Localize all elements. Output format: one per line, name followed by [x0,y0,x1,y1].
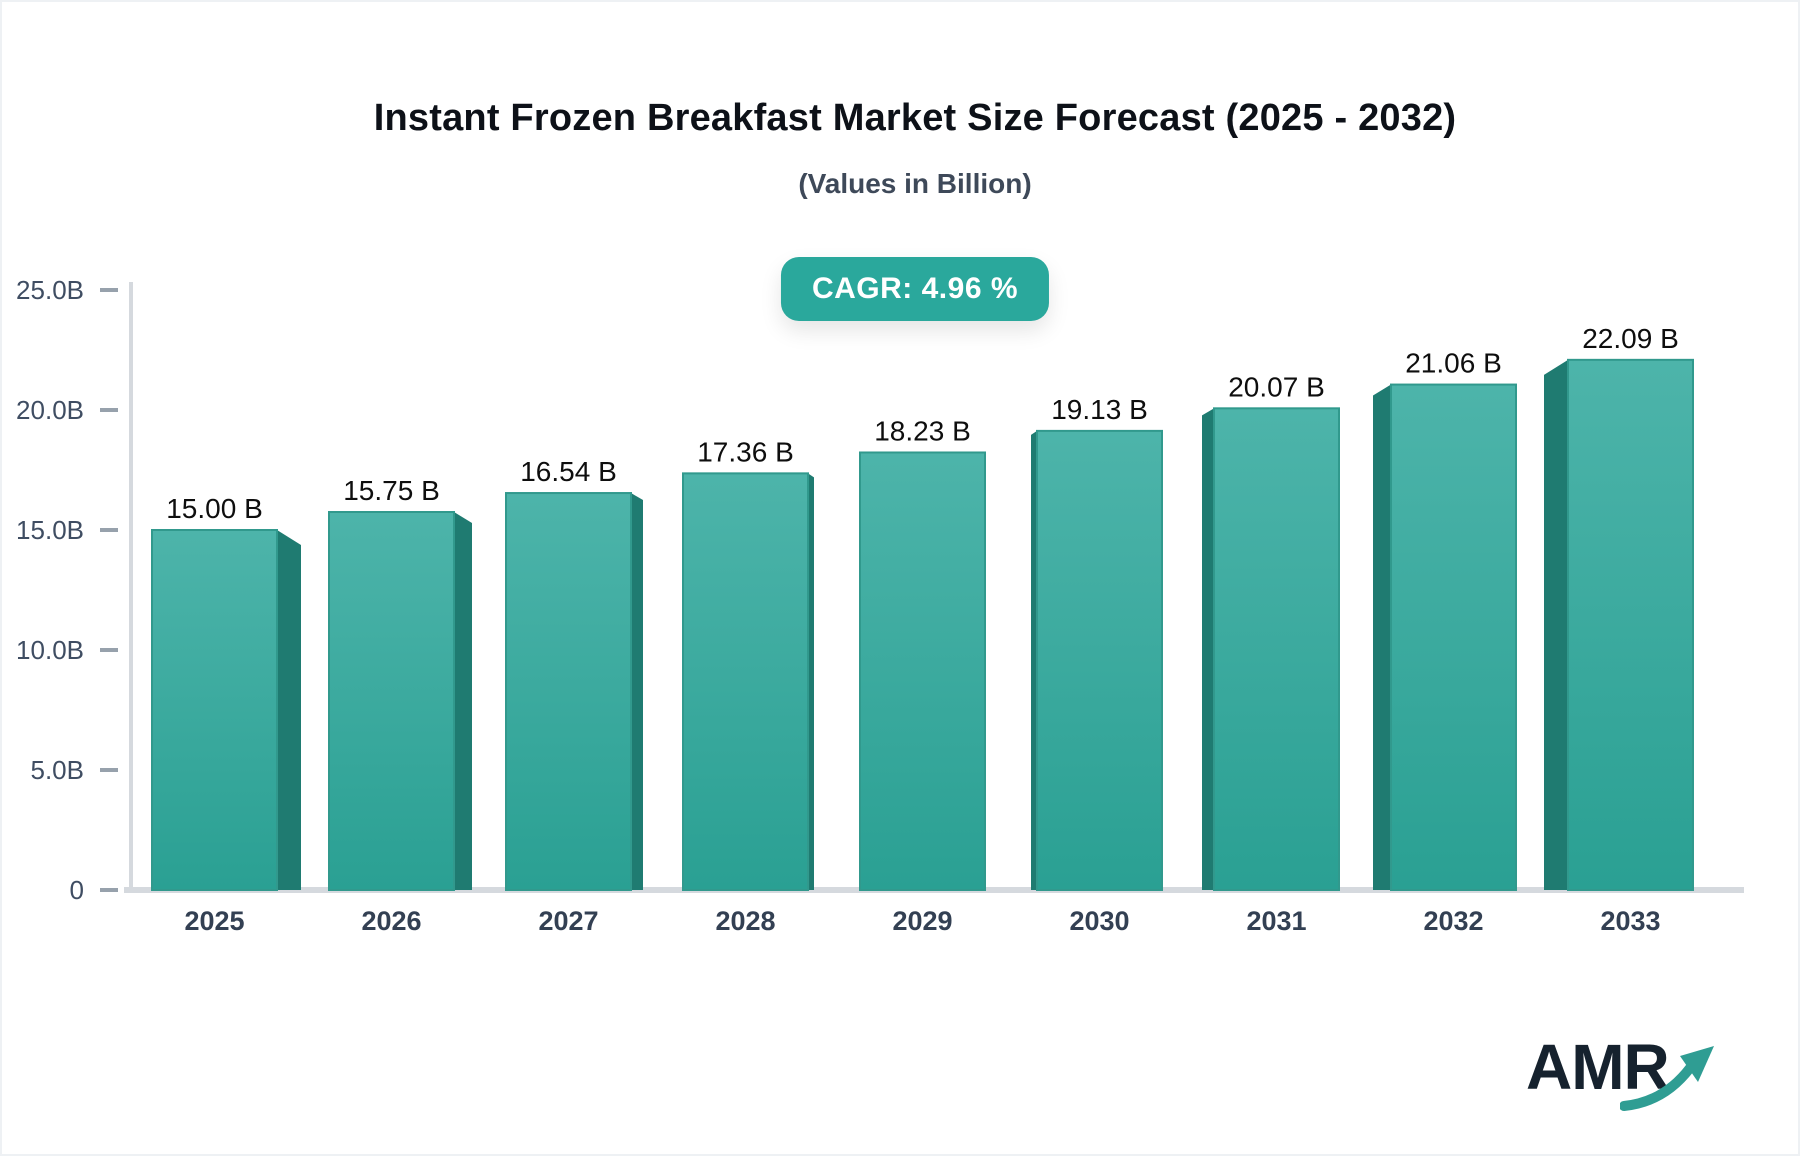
bar-value-label: 21.06 B [1405,348,1502,379]
bar-group-2027[interactable]: 16.54 B 2027 [505,456,643,936]
bar-value-label: 16.54 B [520,456,617,487]
bar-face [505,492,632,891]
x-axis-label-2027: 2027 [538,906,598,936]
y-tick-label: 15.0B [16,515,84,545]
bar-face [328,511,455,891]
x-axis-label-2029: 2029 [892,906,952,936]
bar-value-label: 15.00 B [166,493,263,524]
y-tick-label: 25.0B [16,275,84,305]
growth-arrow-icon [1620,1046,1714,1111]
bar-value-label: 20.07 B [1228,371,1325,402]
bar-side [277,530,301,890]
y-tick-label: 5.0B [31,755,85,785]
x-axis-label-2033: 2033 [1600,906,1660,936]
y-tick [100,408,118,412]
y-axis-line [129,282,133,892]
x-axis-label-2026: 2026 [361,906,421,936]
y-tick [100,288,118,292]
amr-logo: AMR [1526,1032,1726,1122]
bar-value-label: 19.13 B [1051,394,1148,425]
y-tick [100,768,118,772]
chart-title: Instant Frozen Breakfast Market Size For… [373,97,1457,139]
bar-face [859,451,986,891]
bar-value-label: 15.75 B [343,475,440,506]
bar-group-2025[interactable]: 15.00 B 2025 [151,493,301,936]
bar-side [1031,430,1037,890]
bar-side [454,512,472,890]
x-axis-label-2031: 2031 [1246,906,1306,936]
bar-face [1036,429,1163,891]
bar-group-2033[interactable]: 22.09 B 2033 [1544,323,1694,936]
bar-face [1390,383,1517,891]
bar-side [1373,384,1391,890]
bar-face [1567,358,1694,891]
y-tick-label: 10.0B [16,635,84,665]
cagr-badge: CAGR: 4.96 % [780,257,1050,321]
bar-group-2029[interactable]: 18.23 B 2029 [859,415,986,936]
x-axis-label-2030: 2030 [1069,906,1129,936]
chart-subtitle: (Values in Billion) [798,168,1032,199]
bar-group-2026[interactable]: 15.75 B 2026 [328,475,472,936]
bar-side [808,473,814,890]
bar-group-2028[interactable]: 17.36 B 2028 [682,436,814,936]
bar-face [151,529,278,891]
x-axis-label-2032: 2032 [1423,906,1483,936]
y-tick [100,648,118,652]
bar-group-2032[interactable]: 21.06 B 2032 [1373,348,1517,936]
y-tick [100,528,118,532]
bar-group-2031[interactable]: 20.07 B 2031 [1202,371,1340,936]
bar-side [1544,359,1568,891]
y-tick-label: 20.0B [16,395,84,425]
bar-value-label: 17.36 B [697,436,794,467]
x-axis-label-2025: 2025 [184,906,244,936]
bar-side [631,493,643,890]
y-tick [100,888,118,892]
bar-side [1202,408,1214,890]
bar-face [682,472,809,891]
x-axis-label-2028: 2028 [715,906,775,936]
bar-value-label: 18.23 B [874,415,971,446]
bar-value-label: 22.09 B [1582,323,1679,354]
bar-face [1213,407,1340,891]
y-tick-label: 0 [70,875,84,905]
amr-logo-text: AMR [1526,1031,1670,1103]
bar-group-2030[interactable]: 19.13 B 2030 [1031,394,1163,936]
